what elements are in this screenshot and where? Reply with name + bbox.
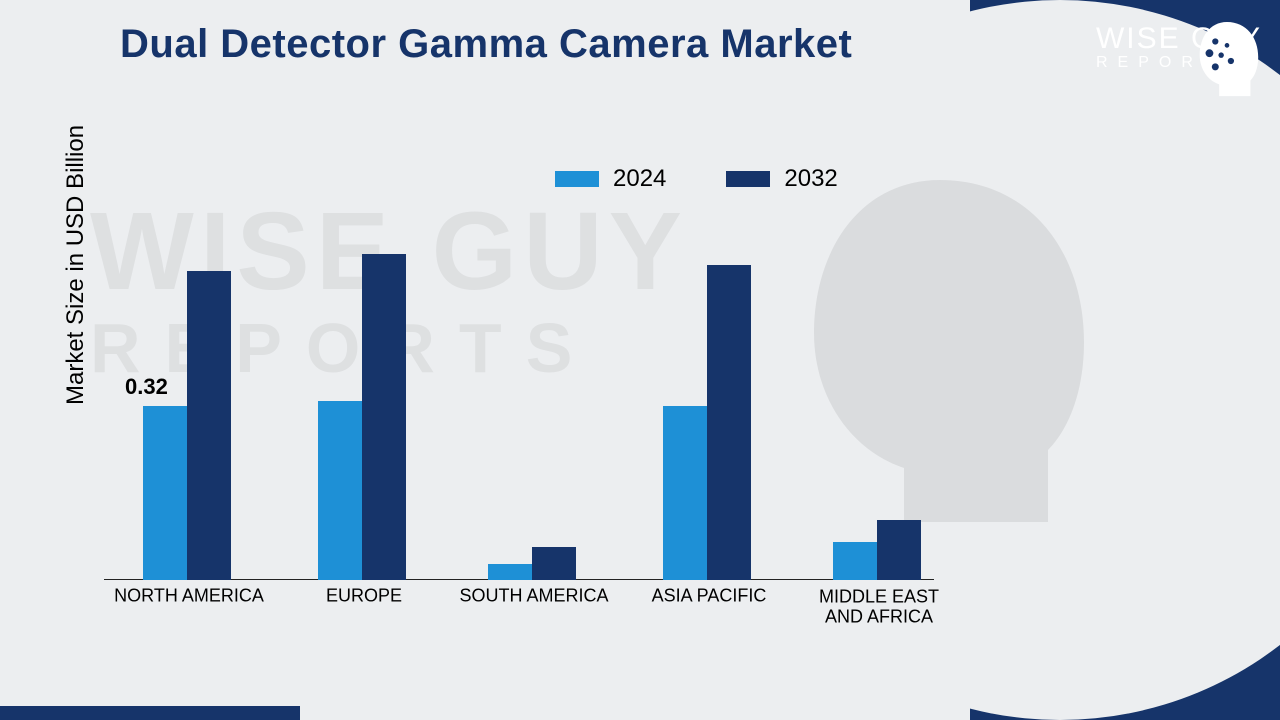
bar-2024	[488, 564, 532, 580]
category-label: NORTH AMERICA	[109, 580, 269, 607]
value-callout: 0.32	[125, 374, 168, 400]
category-label: EUROPE	[284, 580, 444, 607]
legend-item-2032: 2032	[726, 165, 837, 193]
category-label: SOUTH AMERICA	[454, 580, 614, 607]
legend-label-2032: 2032	[784, 165, 837, 193]
bar-2032	[187, 271, 231, 580]
brand-head-icon	[1188, 18, 1266, 104]
plot-area: NORTH AMERICA0.32EUROPESOUTH AMERICAASIA…	[104, 200, 934, 580]
y-axis-label: Market Size in USD Billion	[62, 125, 90, 405]
bar-2024	[318, 401, 362, 580]
bar-2024	[143, 406, 187, 580]
footer-accent-bar	[0, 706, 300, 720]
legend-label-2024: 2024	[613, 165, 666, 193]
chart-canvas: WISE GUY REPORTS Dual Detector Gamma Cam…	[0, 0, 1280, 720]
bar-2024	[663, 406, 707, 580]
bar-2032	[362, 254, 406, 580]
bar-2032	[707, 265, 751, 580]
legend-swatch-2032	[726, 171, 770, 187]
legend-swatch-2024	[555, 171, 599, 187]
category-label: MIDDLE EAST AND AFRICA	[799, 580, 959, 627]
legend-item-2024: 2024	[555, 165, 666, 193]
category-label: ASIA PACIFIC	[629, 580, 789, 607]
bar-2024	[833, 542, 877, 580]
brand-logo: WISE GUY REPORTS	[1096, 22, 1262, 72]
bar-2032	[877, 520, 921, 580]
chart-title: Dual Detector Gamma Camera Market	[120, 22, 852, 67]
bar-2032	[532, 547, 576, 580]
legend: 2024 2032	[555, 165, 838, 193]
